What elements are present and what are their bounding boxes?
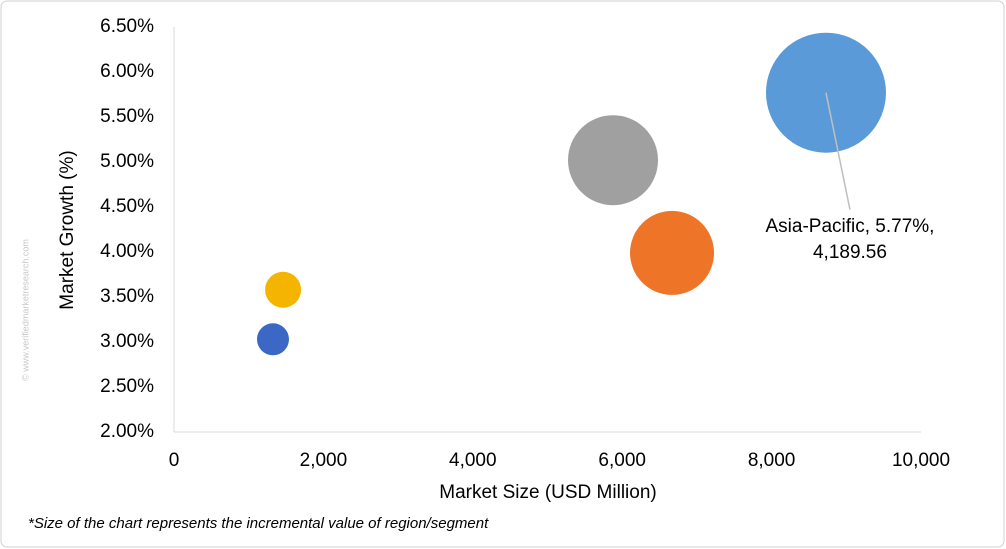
- y-tick-label: 5.00%: [100, 151, 154, 172]
- x-tick-label: 6,000: [598, 450, 646, 471]
- bubble: [630, 210, 715, 295]
- x-axis-label: Market Size (USD Million): [439, 482, 656, 503]
- y-tick-label: 6.50%: [100, 16, 154, 37]
- x-tick-label: 0: [169, 450, 180, 471]
- y-axis-label: Market Growth (%): [57, 150, 78, 309]
- leader-line: [825, 92, 851, 210]
- x-tick-label: 4,000: [449, 450, 497, 471]
- data-label: Asia-Pacific, 5.77%, 4,189.56: [765, 215, 935, 263]
- x-tick-label: 2,000: [300, 450, 348, 471]
- bubble: [256, 323, 289, 356]
- y-tick-label: 5.50%: [100, 106, 154, 127]
- bubble: [265, 271, 302, 308]
- y-tick-label: 3.50%: [100, 286, 154, 307]
- y-tick-label: 2.00%: [100, 421, 154, 442]
- x-tick-label: 10,000: [892, 450, 950, 471]
- footnote: *Size of the chart represents the increm…: [28, 515, 489, 532]
- y-tick-label: 2.50%: [100, 376, 154, 397]
- watermark: © www.verifiedmarketresearch.com: [20, 239, 30, 381]
- bubble: [568, 115, 659, 206]
- y-tick-label: 4.00%: [100, 241, 154, 262]
- y-tick-label: 4.50%: [100, 196, 154, 217]
- y-tick-label: 3.00%: [100, 331, 154, 352]
- x-tick-label: 8,000: [748, 450, 796, 471]
- y-tick-label: 6.00%: [100, 61, 154, 82]
